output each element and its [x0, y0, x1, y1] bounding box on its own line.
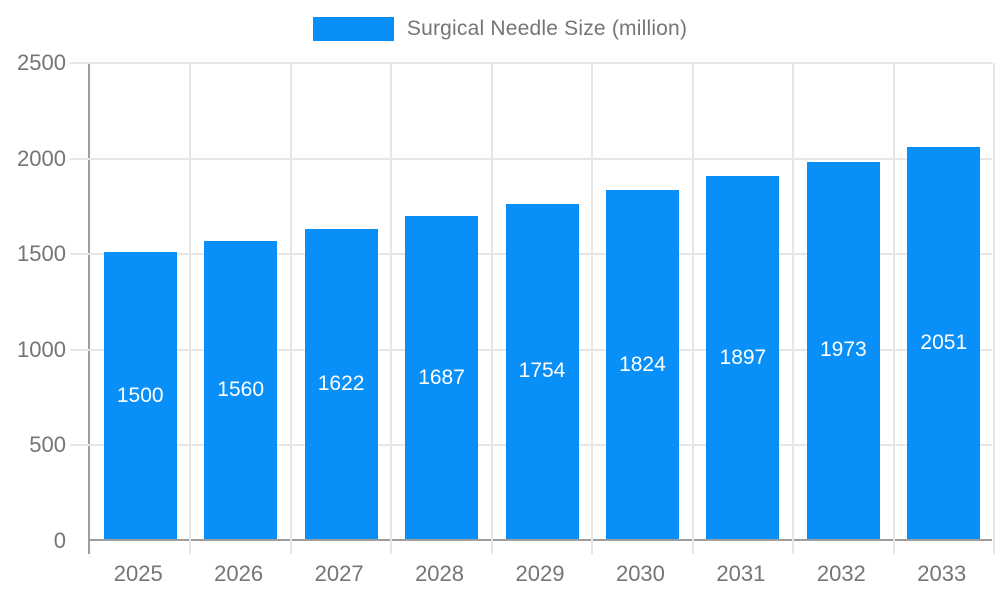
- gridline-vertical-1: [189, 63, 192, 554]
- bar-2026[interactable]: 1560: [204, 240, 278, 539]
- chart-legend[interactable]: Surgical Needle Size (million): [0, 17, 1000, 41]
- x-axis-label-2030: 2030: [615, 561, 665, 586]
- legend-label: Surgical Needle Size (million): [406, 17, 688, 40]
- bar-2032[interactable]: 1973: [806, 161, 880, 539]
- x-axis-label-2031: 2031: [716, 561, 766, 586]
- x-axis-label-2032: 2032: [816, 561, 866, 586]
- bar-value-label-2026: 1560: [217, 377, 265, 401]
- y-axis-tick-label-0: 0: [53, 528, 66, 553]
- plot-area: 1500 1560 1622 1687 1754 1824 1897 1973 2051: [70, 62, 995, 554]
- bar-value-label-2029: 1754: [518, 359, 566, 383]
- x-axis-label-2026: 2026: [214, 561, 264, 586]
- y-axis-tick-label-500: 500: [29, 432, 66, 458]
- bar-value-label-2033: 2051: [920, 330, 968, 354]
- bar-2028[interactable]: 1687: [405, 216, 479, 539]
- bar-2031[interactable]: 1897: [706, 176, 780, 539]
- gridline-vertical-9: [993, 63, 995, 554]
- gridline-vertical-2: [289, 63, 292, 554]
- bar-value-label-2032: 1973: [819, 338, 867, 362]
- x-axis-label-2028: 2028: [415, 561, 465, 586]
- y-axis-tick-label-2000: 2000: [17, 145, 66, 171]
- x-axis-label-2029: 2029: [515, 561, 565, 586]
- bar-2025[interactable]: 1500: [103, 252, 177, 539]
- y-axis-tick-extension: [88, 539, 90, 554]
- y-axis-tick-label-2500: 2500: [17, 50, 66, 75]
- bar-value-label-2025: 1500: [116, 383, 164, 407]
- y-axis-tick-label-1500: 1500: [17, 241, 66, 267]
- bar-value-label-2030: 1824: [619, 352, 666, 376]
- gridline-vertical-4: [490, 63, 493, 554]
- gridline-vertical-7: [792, 63, 795, 554]
- legend-swatch: [312, 17, 394, 41]
- bar-2030[interactable]: 1824: [605, 190, 679, 539]
- gridline-horizontal-2000: [70, 157, 992, 160]
- y-axis-tick-label-1000: 1000: [17, 336, 66, 362]
- x-axis-label-2025: 2025: [113, 561, 163, 586]
- bar-2029[interactable]: 1754: [505, 203, 579, 539]
- bar-value-label-2031: 1897: [719, 345, 767, 369]
- gridline-vertical-6: [691, 63, 694, 554]
- bar-2027[interactable]: 1622: [304, 228, 378, 539]
- bar-value-label-2027: 1622: [317, 371, 365, 395]
- gridline-horizontal-2500: [70, 62, 992, 64]
- x-axis-label-2033: 2033: [917, 561, 967, 586]
- bar-value-label-2028: 1687: [418, 365, 465, 389]
- gridline-vertical-3: [390, 63, 393, 554]
- gridline-vertical-5: [591, 63, 594, 554]
- gridline-vertical-8: [892, 63, 895, 554]
- x-axis-label-2027: 2027: [314, 561, 364, 586]
- bar-2033[interactable]: 2051: [907, 146, 981, 539]
